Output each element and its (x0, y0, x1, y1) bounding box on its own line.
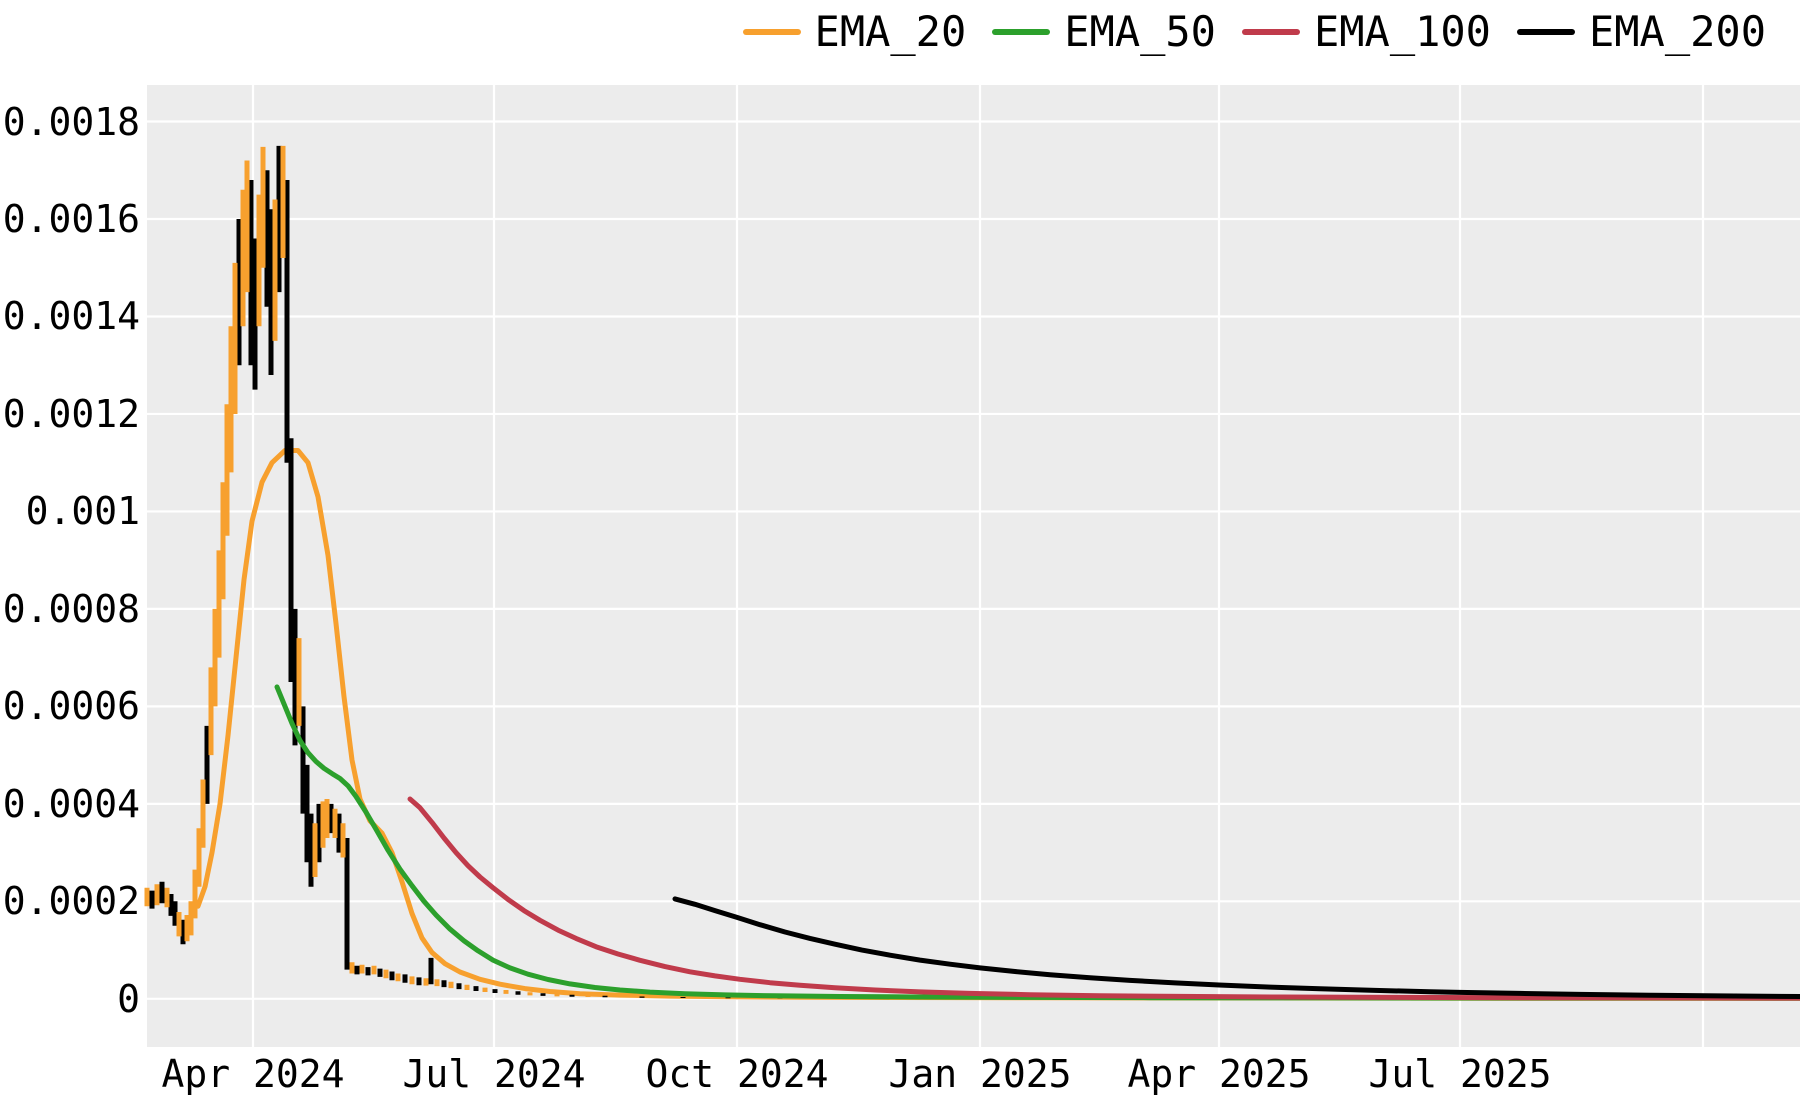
legend-label: EMA_50 (1064, 7, 1216, 56)
plot-background (147, 85, 1800, 1047)
series-line-ema_20 (195, 448, 1800, 1001)
y-tick-label: 0.0004 (2, 781, 140, 826)
x-tick-label: Jul 2025 (1368, 1052, 1552, 1096)
y-tick-label: 0.0012 (2, 391, 140, 436)
legend-item-ema_100: EMA_100 (1241, 4, 1491, 60)
legend-line-swatch (1241, 29, 1300, 35)
series-line-ema_200 (672, 896, 1800, 999)
y-tick-label: 0.0014 (2, 294, 140, 339)
legend-line-swatch (992, 29, 1051, 35)
x-tick-label: Apr 2024 (161, 1052, 345, 1096)
x-tick-label: Jan 2025 (888, 1052, 1072, 1096)
legend-label: EMA_20 (814, 7, 967, 56)
legend-item-ema_50: EMA_50 (992, 4, 1216, 60)
chart-legend: EMA_20 EMA_50 EMA_100 EMA_200 (742, 4, 1766, 60)
price-bars-orange (144, 145, 983, 999)
legend-item-ema_20: EMA_20 (742, 4, 967, 60)
series-line-ema_50 (274, 684, 1800, 1001)
y-tick-label: 0.0002 (2, 879, 140, 924)
y-tick-label: 0.0018 (2, 99, 140, 144)
y-tick-label: 0.001 (25, 489, 140, 534)
legend-line-swatch (1516, 29, 1575, 35)
series-line-ema_100 (407, 796, 1800, 1001)
legend-line-swatch (742, 29, 801, 35)
x-tick-label: Jul 2024 (402, 1052, 586, 1096)
y-tick-label: 0.0008 (2, 586, 140, 631)
legend-label: EMA_200 (1588, 7, 1766, 56)
x-tick-label: Oct 2024 (645, 1052, 829, 1096)
y-tick-label: 0 (117, 976, 140, 1021)
x-tick-label: Apr 2025 (1127, 1052, 1311, 1096)
y-tick-label: 0.0016 (2, 197, 140, 241)
y-tick-label: 0.0006 (2, 684, 140, 729)
legend-label: EMA_100 (1313, 7, 1491, 56)
legend-item-ema_200: EMA_200 (1516, 4, 1766, 60)
